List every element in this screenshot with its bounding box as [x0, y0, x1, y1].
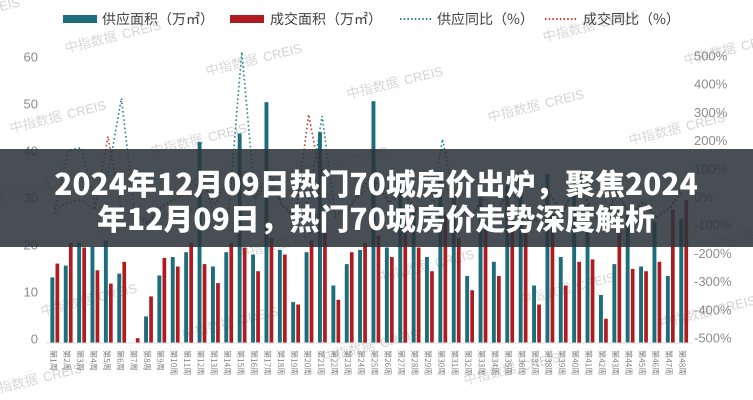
svg-text:-300%: -300%: [694, 274, 732, 289]
svg-text:-400%: -400%: [694, 302, 732, 317]
svg-text:400%: 400%: [694, 77, 728, 92]
svg-text:-500%: -500%: [694, 331, 732, 346]
svg-text:60: 60: [24, 50, 38, 65]
svg-text:50: 50: [24, 97, 38, 112]
svg-text:500%: 500%: [694, 49, 728, 64]
svg-text:0: 0: [31, 332, 38, 347]
svg-text:10: 10: [24, 285, 38, 300]
svg-text:300%: 300%: [694, 105, 728, 120]
svg-text:-200%: -200%: [694, 246, 732, 261]
svg-text:200%: 200%: [694, 133, 728, 148]
